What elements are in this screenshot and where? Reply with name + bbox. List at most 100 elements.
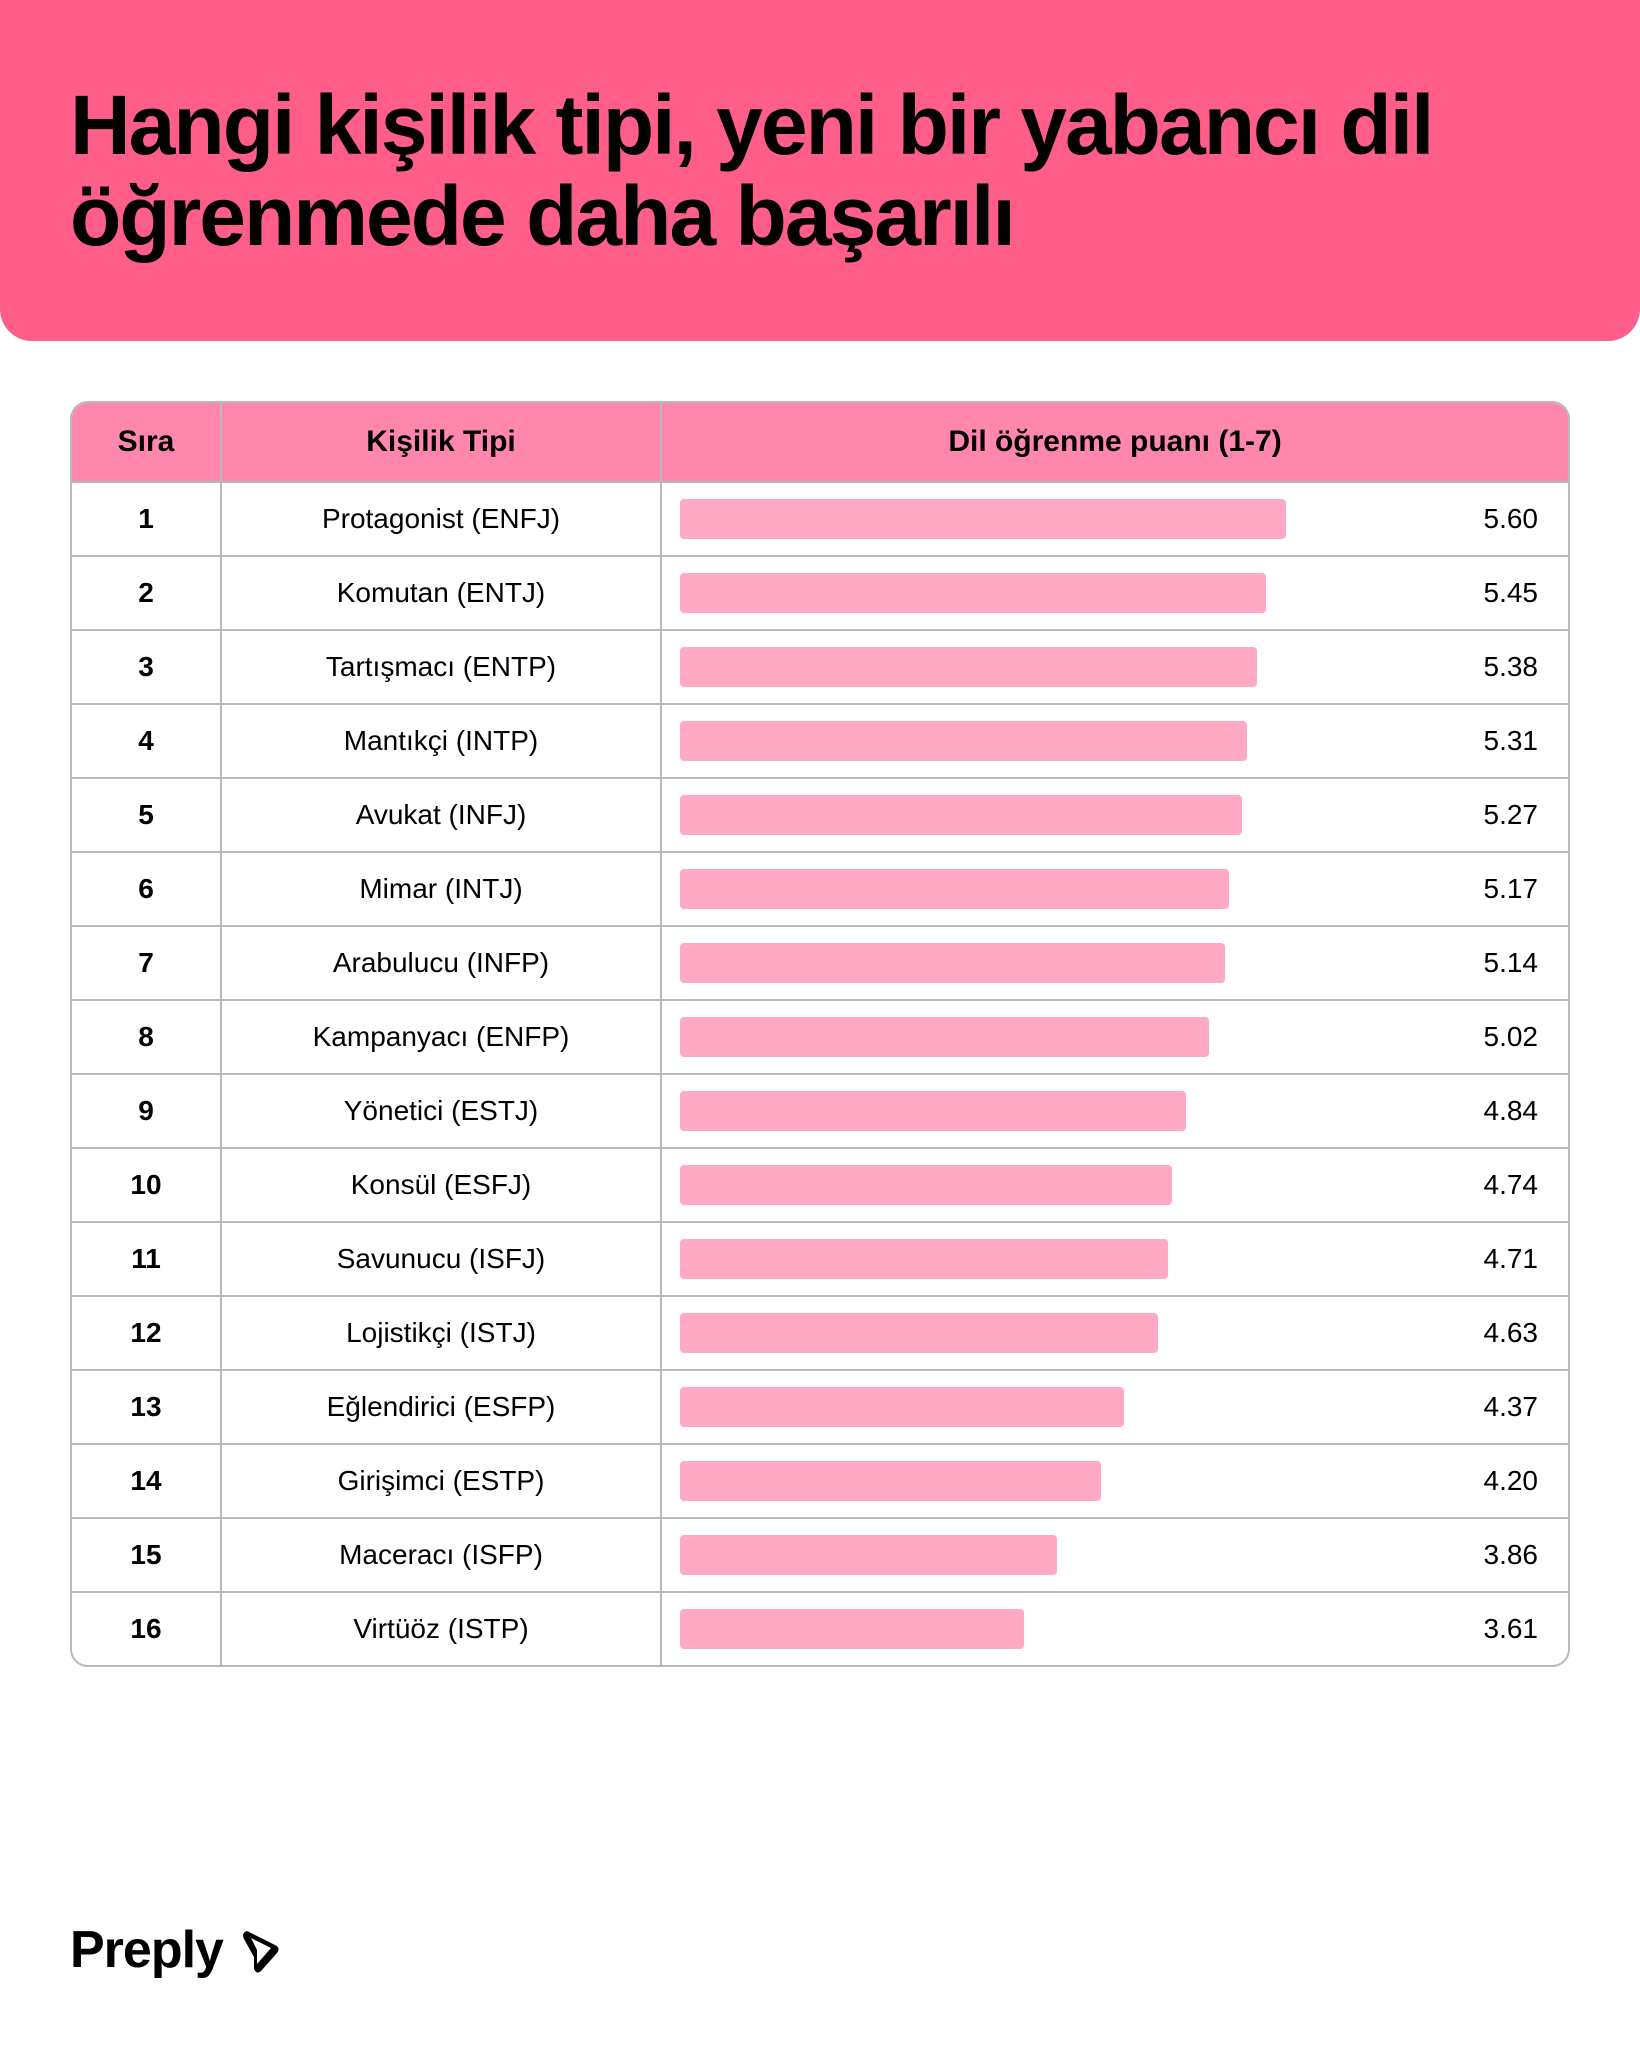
cell-rank: 10	[72, 1149, 222, 1221]
table-header-row: Sıra Kişilik Tipi Dil öğrenme puanı (1-7…	[72, 403, 1568, 481]
cell-type: Eğlendirici (ESFP)	[222, 1371, 662, 1443]
score-value: 4.63	[1484, 1317, 1539, 1349]
cell-type: Komutan (ENTJ)	[222, 557, 662, 629]
table-row: 1Protagonist (ENFJ) 5.60	[72, 481, 1568, 555]
cell-score: 5.31	[662, 705, 1568, 777]
brand-footer: Preply	[70, 1920, 283, 1980]
score-bar	[680, 943, 1225, 983]
score-value: 5.27	[1484, 799, 1539, 831]
cell-rank: 6	[72, 853, 222, 925]
table-row: 2Komutan (ENTJ) 5.45	[72, 555, 1568, 629]
score-value: 5.14	[1484, 947, 1539, 979]
cell-rank: 12	[72, 1297, 222, 1369]
score-bar	[680, 1017, 1209, 1057]
title-banner: Hangi kişilik tipi, yeni bir yabancı dil…	[0, 0, 1640, 341]
cell-score: 5.14	[662, 927, 1568, 999]
score-value: 5.38	[1484, 651, 1539, 683]
score-bar	[680, 1609, 1024, 1649]
table-row: 3Tartışmacı (ENTP) 5.38	[72, 629, 1568, 703]
cell-type: Mimar (INTJ)	[222, 853, 662, 925]
cell-rank: 16	[72, 1593, 222, 1665]
cell-score: 5.02	[662, 1001, 1568, 1073]
cell-rank: 4	[72, 705, 222, 777]
cell-score: 4.63	[662, 1297, 1568, 1369]
table-row: 11Savunucu (ISFJ) 4.71	[72, 1221, 1568, 1295]
col-header-type: Kişilik Tipi	[222, 403, 662, 481]
cell-type: Girişimci (ESTP)	[222, 1445, 662, 1517]
table-row: 15Maceracı (ISFP)3.86	[72, 1517, 1568, 1591]
cell-rank: 8	[72, 1001, 222, 1073]
cell-rank: 14	[72, 1445, 222, 1517]
cell-rank: 9	[72, 1075, 222, 1147]
table-row: 10Konsül (ESFJ) 4.74	[72, 1147, 1568, 1221]
score-value: 5.02	[1484, 1021, 1539, 1053]
cell-rank: 5	[72, 779, 222, 851]
cell-type: Avukat (INFJ)	[222, 779, 662, 851]
cell-score: 5.45	[662, 557, 1568, 629]
score-bar	[680, 1461, 1101, 1501]
page-title: Hangi kişilik tipi, yeni bir yabancı dil…	[70, 80, 1570, 261]
score-bar	[680, 1165, 1172, 1205]
score-bar	[680, 1535, 1057, 1575]
score-value: 3.86	[1484, 1539, 1539, 1571]
cell-rank: 7	[72, 927, 222, 999]
cell-type: Protagonist (ENFJ)	[222, 483, 662, 555]
table-row: 9Yönetici (ESTJ) 4.84	[72, 1073, 1568, 1147]
cell-type: Savunucu (ISFJ)	[222, 1223, 662, 1295]
score-value: 3.61	[1484, 1613, 1539, 1645]
table-row: 13Eğlendirici (ESFP) 4.37	[72, 1369, 1568, 1443]
brand-name: Preply	[70, 1920, 223, 1980]
score-value: 4.71	[1484, 1243, 1539, 1275]
score-bar	[680, 647, 1257, 687]
cell-score: 5.27	[662, 779, 1568, 851]
score-value: 5.45	[1484, 577, 1539, 609]
cell-score: 5.60	[662, 483, 1568, 555]
score-bar	[680, 1091, 1186, 1131]
cell-rank: 1	[72, 483, 222, 555]
cell-score: 4.20	[662, 1445, 1568, 1517]
score-bar	[680, 499, 1286, 539]
cell-type: Arabulucu (INFP)	[222, 927, 662, 999]
cell-rank: 13	[72, 1371, 222, 1443]
brand-logo-icon	[237, 1927, 283, 1973]
score-bar	[680, 795, 1242, 835]
cell-type: Maceracı (ISFP)	[222, 1519, 662, 1591]
table-row: 14Girişimci (ESTP) 4.20	[72, 1443, 1568, 1517]
score-bar	[680, 1313, 1158, 1353]
score-value: 5.60	[1484, 503, 1539, 535]
cell-type: Kampanyacı (ENFP)	[222, 1001, 662, 1073]
table-row: 8Kampanyacı (ENFP) 5.02	[72, 999, 1568, 1073]
col-header-rank: Sıra	[72, 403, 222, 481]
score-value: 4.37	[1484, 1391, 1539, 1423]
col-header-score: Dil öğrenme puanı (1-7)	[662, 403, 1568, 481]
cell-score: 5.17	[662, 853, 1568, 925]
score-bar	[680, 869, 1229, 909]
cell-rank: 3	[72, 631, 222, 703]
table-row: 7Arabulucu (INFP) 5.14	[72, 925, 1568, 999]
score-value: 4.84	[1484, 1095, 1539, 1127]
table-row: 6Mimar (INTJ) 5.17	[72, 851, 1568, 925]
personality-table: Sıra Kişilik Tipi Dil öğrenme puanı (1-7…	[70, 401, 1570, 1667]
score-bar	[680, 1239, 1168, 1279]
cell-rank: 2	[72, 557, 222, 629]
cell-type: Virtüöz (ISTP)	[222, 1593, 662, 1665]
cell-score: 4.74	[662, 1149, 1568, 1221]
table-row: 4Mantıkçi (INTP) 5.31	[72, 703, 1568, 777]
table-row: 12Lojistikçi (ISTJ) 4.63	[72, 1295, 1568, 1369]
cell-rank: 11	[72, 1223, 222, 1295]
cell-type: Konsül (ESFJ)	[222, 1149, 662, 1221]
cell-score: 5.38	[662, 631, 1568, 703]
score-bar	[680, 1387, 1124, 1427]
table-row: 16Virtüöz (ISTP) 3.61	[72, 1591, 1568, 1665]
cell-type: Tartışmacı (ENTP)	[222, 631, 662, 703]
cell-type: Mantıkçi (INTP)	[222, 705, 662, 777]
cell-type: Yönetici (ESTJ)	[222, 1075, 662, 1147]
score-value: 4.20	[1484, 1465, 1539, 1497]
cell-type: Lojistikçi (ISTJ)	[222, 1297, 662, 1369]
score-value: 4.74	[1484, 1169, 1539, 1201]
score-bar	[680, 721, 1247, 761]
cell-score: 3.61	[662, 1593, 1568, 1665]
cell-score: 4.37	[662, 1371, 1568, 1443]
score-value: 5.17	[1484, 873, 1539, 905]
score-value: 5.31	[1484, 725, 1539, 757]
